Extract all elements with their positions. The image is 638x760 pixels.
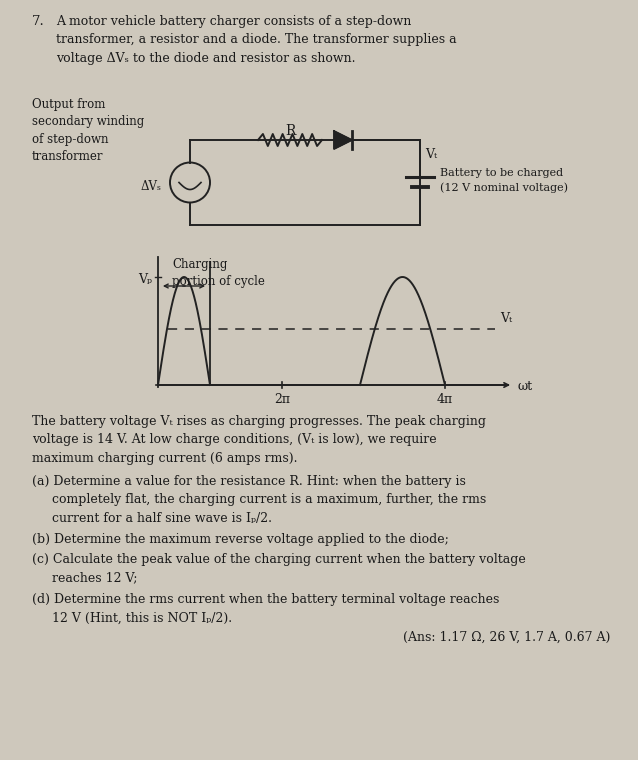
Polygon shape	[334, 131, 352, 149]
Text: 2π: 2π	[274, 393, 290, 406]
Text: Vₚ: Vₚ	[138, 273, 152, 286]
Text: ωt: ωt	[517, 379, 532, 392]
Text: (c) Calculate the peak value of the charging current when the battery voltage
  : (c) Calculate the peak value of the char…	[32, 553, 526, 584]
Text: R: R	[285, 124, 295, 138]
Text: ΔVₛ: ΔVₛ	[141, 180, 162, 193]
Text: Vₜ: Vₜ	[425, 148, 437, 161]
Text: Charging
portion of cycle: Charging portion of cycle	[172, 258, 265, 288]
Text: (Ans: 1.17 Ω, 26 V, 1.7 A, 0.67 A): (Ans: 1.17 Ω, 26 V, 1.7 A, 0.67 A)	[403, 631, 610, 644]
Text: 4π: 4π	[437, 393, 453, 406]
Text: Vₜ: Vₜ	[500, 312, 512, 325]
Text: (b) Determine the maximum reverse voltage applied to the diode;: (b) Determine the maximum reverse voltag…	[32, 533, 449, 546]
Text: (d) Determine the rms current when the battery terminal voltage reaches
     12 : (d) Determine the rms current when the b…	[32, 593, 500, 625]
Text: (a) Determine a value for the resistance R. Hint: when the battery is
     compl: (a) Determine a value for the resistance…	[32, 475, 486, 525]
Text: A motor vehicle battery charger consists of a step-down
transformer, a resistor : A motor vehicle battery charger consists…	[56, 15, 457, 65]
Text: The battery voltage Vₜ rises as charging progresses. The peak charging
voltage i: The battery voltage Vₜ rises as charging…	[32, 415, 486, 465]
Text: 7.: 7.	[32, 15, 45, 28]
Text: Battery to be charged
(12 V nominal voltage): Battery to be charged (12 V nominal volt…	[440, 168, 568, 193]
Text: Output from
secondary winding
of step-down
transformer: Output from secondary winding of step-do…	[32, 98, 144, 163]
